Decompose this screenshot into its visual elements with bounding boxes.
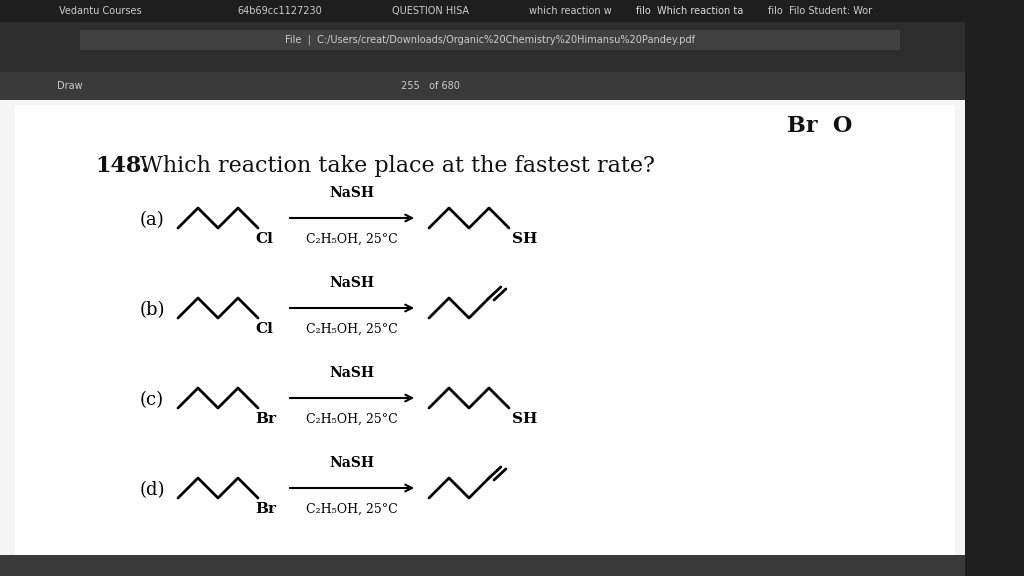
Text: Br  O: Br O (787, 115, 853, 137)
Text: NaSH: NaSH (330, 366, 375, 380)
Text: Br: Br (255, 502, 276, 516)
Text: filo  Which reaction ta: filo Which reaction ta (636, 6, 743, 16)
Bar (0, 0, 1024, 22)
Bar (0, 22, 1024, 72)
Text: (a): (a) (140, 211, 165, 229)
Text: Draw: Draw (57, 81, 83, 91)
Bar (965, 0, 1024, 576)
Text: Br: Br (255, 412, 276, 426)
Text: C₂H₅OH, 25°C: C₂H₅OH, 25°C (306, 233, 398, 246)
Text: File  |  C:/Users/creat/Downloads/Organic%20Chemistry%20Himansu%20Pandey.pdf: File | C:/Users/creat/Downloads/Organic%… (285, 35, 695, 46)
Bar (0, 555, 965, 576)
Text: Which reaction take place at the fastest rate?: Which reaction take place at the fastest… (140, 155, 655, 177)
Text: C₂H₅OH, 25°C: C₂H₅OH, 25°C (306, 323, 398, 336)
Text: QUESTION HISA: QUESTION HISA (391, 6, 469, 16)
Text: (d): (d) (140, 481, 166, 499)
Text: (b): (b) (140, 301, 166, 319)
Text: SH: SH (512, 232, 538, 246)
Text: C₂H₅OH, 25°C: C₂H₅OH, 25°C (306, 413, 398, 426)
Text: (c): (c) (140, 391, 164, 409)
Text: 148.: 148. (95, 155, 150, 177)
Bar (0, 100, 965, 576)
Text: Cl: Cl (255, 232, 272, 246)
Bar (15, 105, 955, 570)
Bar (80, 30, 900, 50)
Text: 64b69cc1127230: 64b69cc1127230 (238, 6, 323, 16)
Text: NaSH: NaSH (330, 276, 375, 290)
Text: NaSH: NaSH (330, 456, 375, 470)
Text: 255   of 680: 255 of 680 (400, 81, 460, 91)
Text: Cl: Cl (255, 322, 272, 336)
Bar (0, 72, 980, 100)
Text: filo  Filo Student: Wor: filo Filo Student: Wor (768, 6, 872, 16)
Text: NaSH: NaSH (330, 186, 375, 200)
Text: Vedantu Courses: Vedantu Courses (58, 6, 141, 16)
Text: SH: SH (512, 412, 538, 426)
Text: which reaction w: which reaction w (528, 6, 611, 16)
Text: C₂H₅OH, 25°C: C₂H₅OH, 25°C (306, 503, 398, 516)
